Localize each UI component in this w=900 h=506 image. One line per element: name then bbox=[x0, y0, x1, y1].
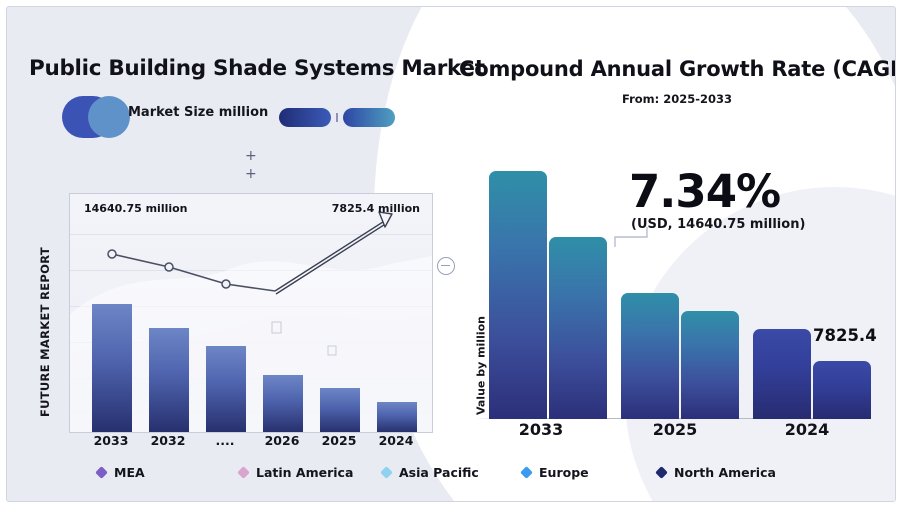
legend-dot-icon bbox=[237, 466, 250, 479]
bar-2024-high[interactable] bbox=[753, 329, 811, 419]
x-label-dots: .... bbox=[215, 433, 235, 448]
legend-item-europe[interactable]: Europe bbox=[520, 465, 589, 480]
trend-marker bbox=[164, 262, 174, 272]
page-title: Public Building Shade Systems Market bbox=[29, 56, 485, 81]
x-label-2026: 2026 bbox=[264, 433, 300, 448]
trend-marker bbox=[221, 279, 231, 289]
legend-label: Europe bbox=[539, 465, 589, 480]
cagr-title: Compound Annual Growth Rate (CAGR) bbox=[459, 57, 896, 81]
bar-dots[interactable] bbox=[206, 346, 246, 432]
bar-2033[interactable] bbox=[92, 304, 132, 432]
x-label-2024: 2024 bbox=[378, 433, 414, 448]
trend-marker bbox=[107, 249, 117, 259]
bar-2024-low[interactable] bbox=[813, 361, 871, 419]
pill-swatch-group bbox=[279, 108, 397, 127]
right-panel: Compound Annual Growth Rate (CAGR) From:… bbox=[459, 7, 895, 501]
small-marker-icon bbox=[327, 345, 337, 356]
left-chart-x-axis: 2033 2032 .... 2026 2025 2024 bbox=[69, 433, 431, 453]
x-label-2033: 2033 bbox=[93, 433, 129, 448]
trend-line bbox=[111, 253, 276, 292]
pill-swatch-teal bbox=[343, 108, 395, 127]
legend-dot-icon bbox=[95, 466, 108, 479]
bar-value-label: 7825.4 bbox=[813, 326, 877, 345]
left-bar-chart: 14640.75 million 7825.4 million bbox=[69, 193, 433, 433]
bar-2033-low[interactable] bbox=[549, 237, 607, 419]
plus-icon[interactable]: + bbox=[245, 166, 257, 182]
legend-label: MEA bbox=[114, 465, 145, 480]
plus-icon[interactable]: + bbox=[245, 148, 257, 164]
cagr-value: 7.34% bbox=[629, 165, 781, 218]
bar-2025[interactable] bbox=[320, 388, 360, 432]
bar-2025-high[interactable] bbox=[621, 293, 679, 419]
legend-label: North America bbox=[674, 465, 776, 480]
left-bars-group bbox=[70, 194, 432, 432]
x-label-2025: 2025 bbox=[652, 420, 698, 439]
bracket-mark bbox=[614, 227, 648, 247]
bar-2033-high[interactable] bbox=[489, 171, 547, 419]
legend-dot-icon bbox=[655, 466, 668, 479]
x-label-2025: 2025 bbox=[321, 433, 357, 448]
legend-dot-icon bbox=[380, 466, 393, 479]
minus-circle-icon[interactable] bbox=[437, 257, 455, 275]
zoom-in-icon-group[interactable]: + + bbox=[245, 147, 257, 183]
left-chart-caption-start: 14640.75 million bbox=[84, 202, 188, 215]
pill-swatch-navy bbox=[279, 108, 331, 127]
two-circles-logo-icon bbox=[62, 96, 130, 138]
legend-item-north-america[interactable]: North America bbox=[655, 465, 776, 480]
right-bar-chart: 7825.4 2033 2025 2024 bbox=[469, 147, 881, 439]
bar-2026[interactable] bbox=[263, 375, 303, 432]
legend-label: Latin America bbox=[256, 465, 354, 480]
left-chart-caption-end: 7825.4 million bbox=[331, 202, 420, 215]
infographic-canvas: Public Building Shade Systems Market Mar… bbox=[6, 6, 896, 502]
legend-item-asia-pacific[interactable]: Asia Pacific bbox=[380, 465, 479, 480]
x-label-2032: 2032 bbox=[150, 433, 186, 448]
legend-dot-icon bbox=[520, 466, 533, 479]
x-label-2024: 2024 bbox=[784, 420, 830, 439]
cagr-value-note: (USD, 14640.75 million) bbox=[631, 217, 806, 232]
cagr-subtitle: From: 2025-2033 bbox=[621, 92, 733, 106]
legend-item-latin-america[interactable]: Latin America bbox=[237, 465, 354, 480]
small-marker-icon bbox=[271, 321, 282, 334]
left-panel: Public Building Shade Systems Market Mar… bbox=[7, 7, 485, 501]
region-legend: MEA Latin America Asia Pacific Europe No… bbox=[7, 465, 895, 487]
legend-label: Asia Pacific bbox=[399, 465, 479, 480]
market-size-legend-label: Market Size million bbox=[128, 105, 269, 120]
bar-2032[interactable] bbox=[149, 328, 189, 432]
trend-line-overlay bbox=[107, 211, 393, 356]
growth-arrow-icon bbox=[274, 211, 393, 295]
bar-2024[interactable] bbox=[377, 402, 417, 432]
gridline bbox=[70, 234, 432, 235]
bar-2025-low[interactable] bbox=[681, 311, 739, 419]
legend-item-mea[interactable]: MEA bbox=[95, 465, 145, 480]
left-chart-y-axis-label: FUTURE MARKET REPORT bbox=[38, 247, 52, 418]
pill-separator bbox=[336, 113, 338, 122]
x-label-2033: 2033 bbox=[518, 420, 564, 439]
logo-circle-light bbox=[88, 96, 130, 138]
